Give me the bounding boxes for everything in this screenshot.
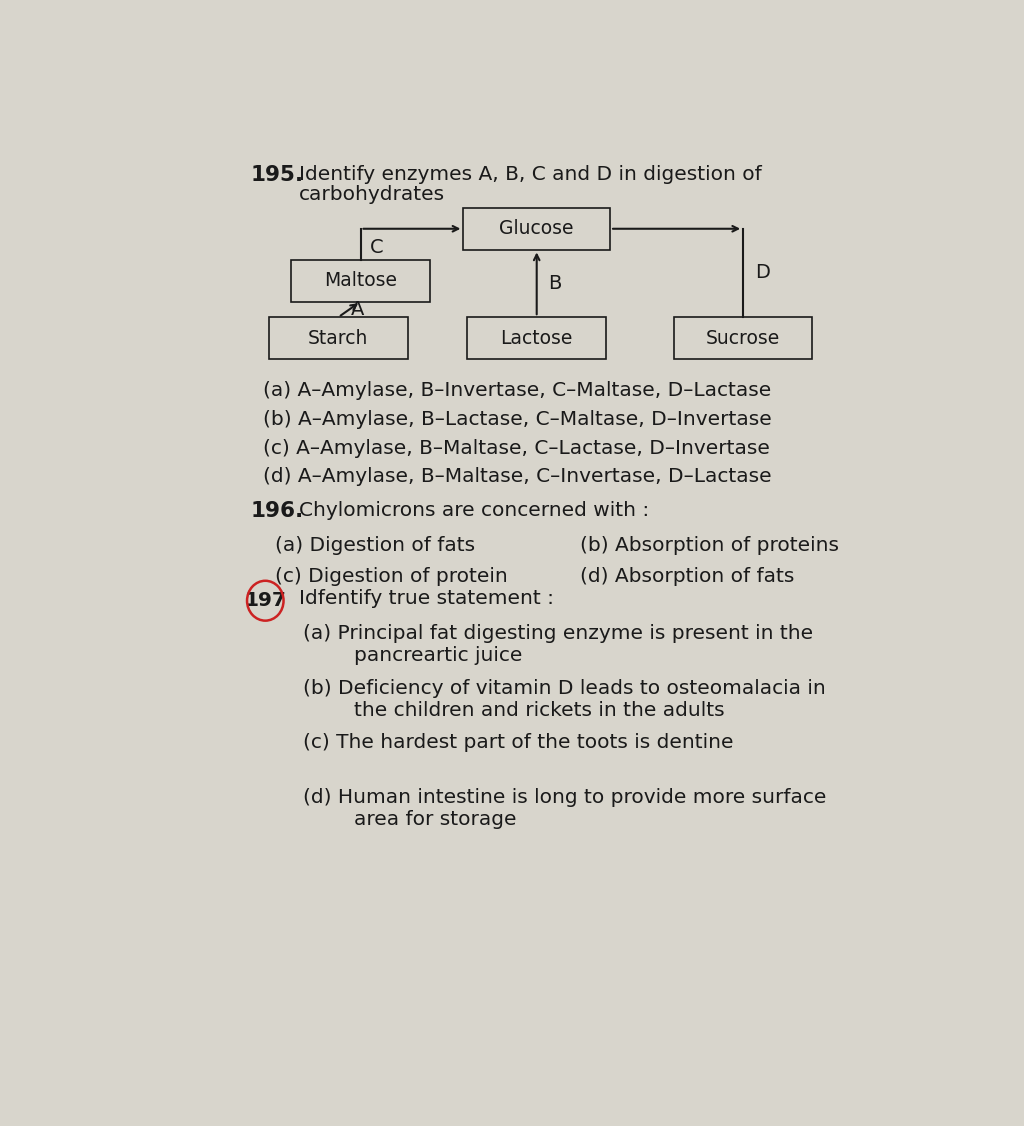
- Text: Maltose: Maltose: [324, 271, 397, 291]
- Bar: [269, 318, 408, 359]
- Text: 196.: 196.: [251, 501, 304, 521]
- Text: (a) Principal fat digesting enzyme is present in the
        pancreartic juice: (a) Principal fat digesting enzyme is pr…: [303, 624, 813, 665]
- Text: Idfentify true statement :: Idfentify true statement :: [299, 589, 554, 608]
- Text: (a) A–Amylase, B–Invertase, C–Maltase, D–Lactase: (a) A–Amylase, B–Invertase, C–Maltase, D…: [263, 382, 771, 401]
- Text: D: D: [755, 263, 770, 283]
- Text: (d) A–Amylase, B–Maltase, C–Invertase, D–Lactase: (d) A–Amylase, B–Maltase, C–Invertase, D…: [263, 467, 771, 486]
- Text: (c) A–Amylase, B–Maltase, C–Lactase, D–Invertase: (c) A–Amylase, B–Maltase, C–Lactase, D–I…: [263, 439, 770, 457]
- Text: (b) Deficiency of vitamin D leads to osteomalacia in
        the children and ri: (b) Deficiency of vitamin D leads to ost…: [303, 679, 825, 720]
- Text: (a) Digestion of fats: (a) Digestion of fats: [274, 536, 475, 555]
- Text: (b) Absorption of proteins: (b) Absorption of proteins: [581, 536, 840, 555]
- Text: (b) A–Amylase, B–Lactase, C–Maltase, D–Invertase: (b) A–Amylase, B–Lactase, C–Maltase, D–I…: [263, 410, 772, 429]
- Text: A: A: [351, 300, 365, 319]
- Text: carbohydrates: carbohydrates: [299, 185, 444, 204]
- Text: C: C: [370, 239, 384, 258]
- Text: B: B: [549, 274, 562, 293]
- Text: 195.: 195.: [251, 166, 304, 186]
- Text: 197: 197: [245, 591, 287, 610]
- Text: (d) Human intestine is long to provide more surface
        area for storage: (d) Human intestine is long to provide m…: [303, 788, 826, 829]
- Text: Sucrose: Sucrose: [706, 329, 780, 348]
- Text: (d) Absorption of fats: (d) Absorption of fats: [581, 566, 795, 586]
- Bar: [463, 208, 610, 250]
- Bar: [467, 318, 606, 359]
- Bar: [674, 318, 812, 359]
- Text: Glucose: Glucose: [500, 220, 574, 239]
- Text: Lactose: Lactose: [501, 329, 572, 348]
- Text: Identify enzymes A, B, C and D in digestion of: Identify enzymes A, B, C and D in digest…: [299, 166, 762, 185]
- Text: Starch: Starch: [308, 329, 369, 348]
- Text: Chylomicrons are concerned with :: Chylomicrons are concerned with :: [299, 501, 649, 520]
- Text: (c) Digestion of protein: (c) Digestion of protein: [274, 566, 508, 586]
- Bar: [291, 260, 430, 302]
- Text: (c) The hardest part of the toots is dentine: (c) The hardest part of the toots is den…: [303, 733, 733, 752]
